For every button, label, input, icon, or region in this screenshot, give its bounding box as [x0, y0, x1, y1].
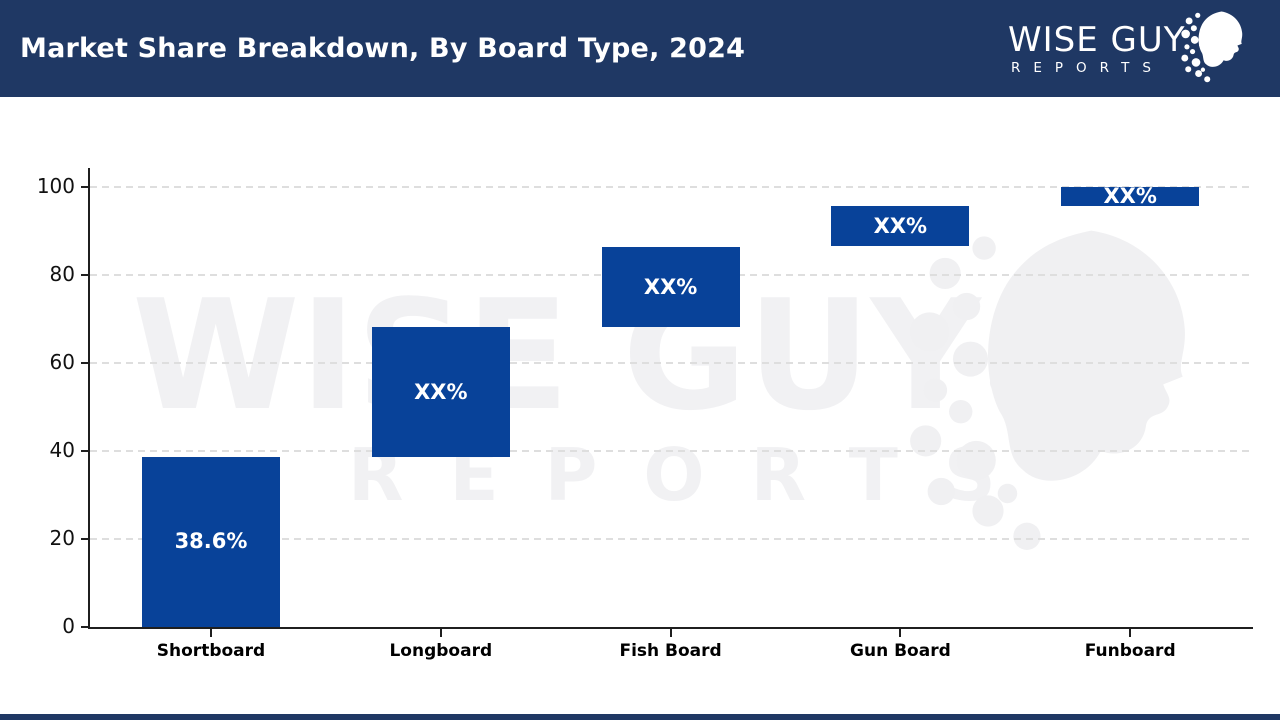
x-category-label: Longboard — [389, 641, 493, 661]
x-tick — [439, 629, 442, 637]
bar-value-label: XX% — [873, 213, 928, 238]
bar-funboard: XX% — [1061, 183, 1200, 208]
logo-face-icon — [1180, 11, 1242, 83]
x-tick — [210, 629, 212, 637]
y-tick — [81, 185, 90, 188]
logo-wiseguy-text: WISE GUY — [1008, 19, 1186, 60]
x-category-label: Shortboard — [156, 641, 266, 661]
y-tick — [81, 273, 90, 276]
x-axis — [88, 627, 1253, 629]
bar-shortboard: 38.6% — [142, 456, 280, 627]
bottom-strip — [0, 714, 1280, 720]
y-tick — [81, 361, 90, 364]
y-tick-label: 20 — [49, 525, 75, 550]
x-category-label: Funboard — [1084, 641, 1176, 661]
wiseguy-logo: WISE GUY REPORTS — [1008, 8, 1272, 90]
bar-value-label: XX% — [1103, 183, 1157, 208]
bar-value-label: XX% — [643, 274, 698, 299]
chart-area: WISE GUY REPORTS 0 20 40 60 80 100 38.6% Shortb… — [0, 97, 1280, 714]
y-tick — [81, 449, 90, 452]
logo-reports-text: REPORTS — [1011, 59, 1164, 76]
bar-value-label: 38.6% — [174, 529, 248, 554]
gridline — [90, 185, 1253, 188]
y-tick-label: 100 — [36, 173, 75, 198]
y-tick-label: 0 — [62, 614, 75, 638]
bar-gun-board: XX% — [831, 206, 970, 246]
bar-value-label: XX% — [414, 379, 468, 404]
header: Market Share Breakdown, By Board Type, 2… — [0, 0, 1280, 97]
plot: 0 20 40 60 80 100 38.6% Shortboard XX% Longboard X… — [0, 97, 1280, 714]
y-tick — [81, 537, 90, 540]
x-tick — [669, 629, 672, 637]
y-tick-label: 80 — [49, 261, 75, 286]
y-tick-label: 40 — [49, 437, 75, 462]
gridline — [90, 537, 1253, 540]
y-tick — [81, 626, 90, 628]
bar-longboard: XX% — [371, 327, 510, 457]
chart-title: Market Share Breakdown, By Board Type, 2… — [20, 33, 746, 64]
x-tick — [1129, 629, 1132, 637]
x-tick — [899, 629, 902, 637]
y-tick-label: 60 — [49, 349, 75, 374]
bar-fish-board: XX% — [601, 247, 740, 328]
logo-text: WISE GUY REPORTS — [1008, 23, 1186, 76]
x-category-label: Fish Board — [619, 641, 722, 661]
y-axis — [88, 168, 90, 629]
gridline — [90, 449, 1253, 452]
x-category-label: Gun Board — [850, 641, 951, 661]
gridline — [90, 361, 1253, 364]
